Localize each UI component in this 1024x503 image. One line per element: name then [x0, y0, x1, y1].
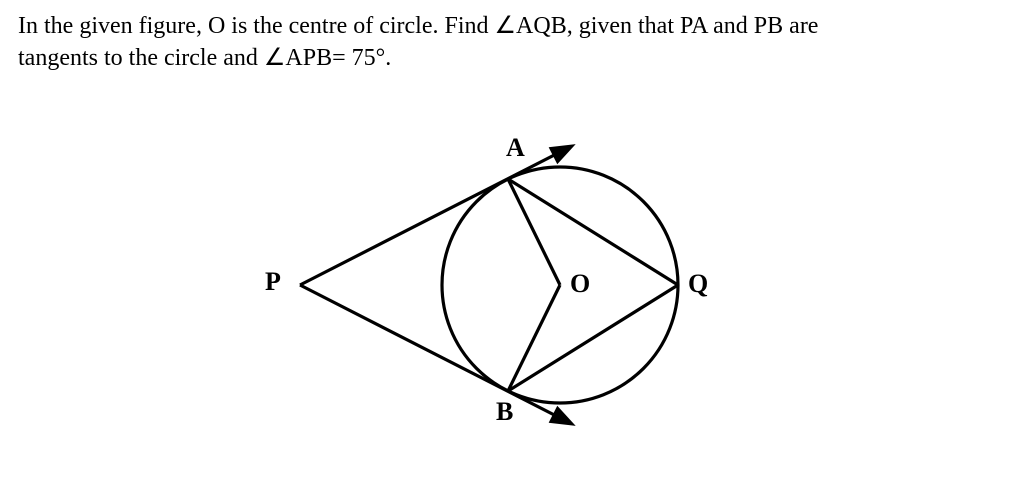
label-A: A: [506, 133, 525, 163]
label-Q: Q: [688, 269, 708, 299]
label-P: P: [265, 267, 281, 297]
label-O: O: [570, 269, 590, 299]
problem-line-1: In the given figure, O is the centre of …: [18, 13, 818, 39]
problem-statement: In the given figure, O is the centre of …: [18, 10, 1006, 75]
label-B: B: [496, 397, 513, 427]
tangent-PA: [300, 147, 570, 285]
figure-container: P A O Q B: [260, 95, 760, 475]
tangent-PB: [300, 285, 570, 423]
problem-line-2: tangents to the circle and ∠APB= 75°.: [18, 45, 391, 71]
